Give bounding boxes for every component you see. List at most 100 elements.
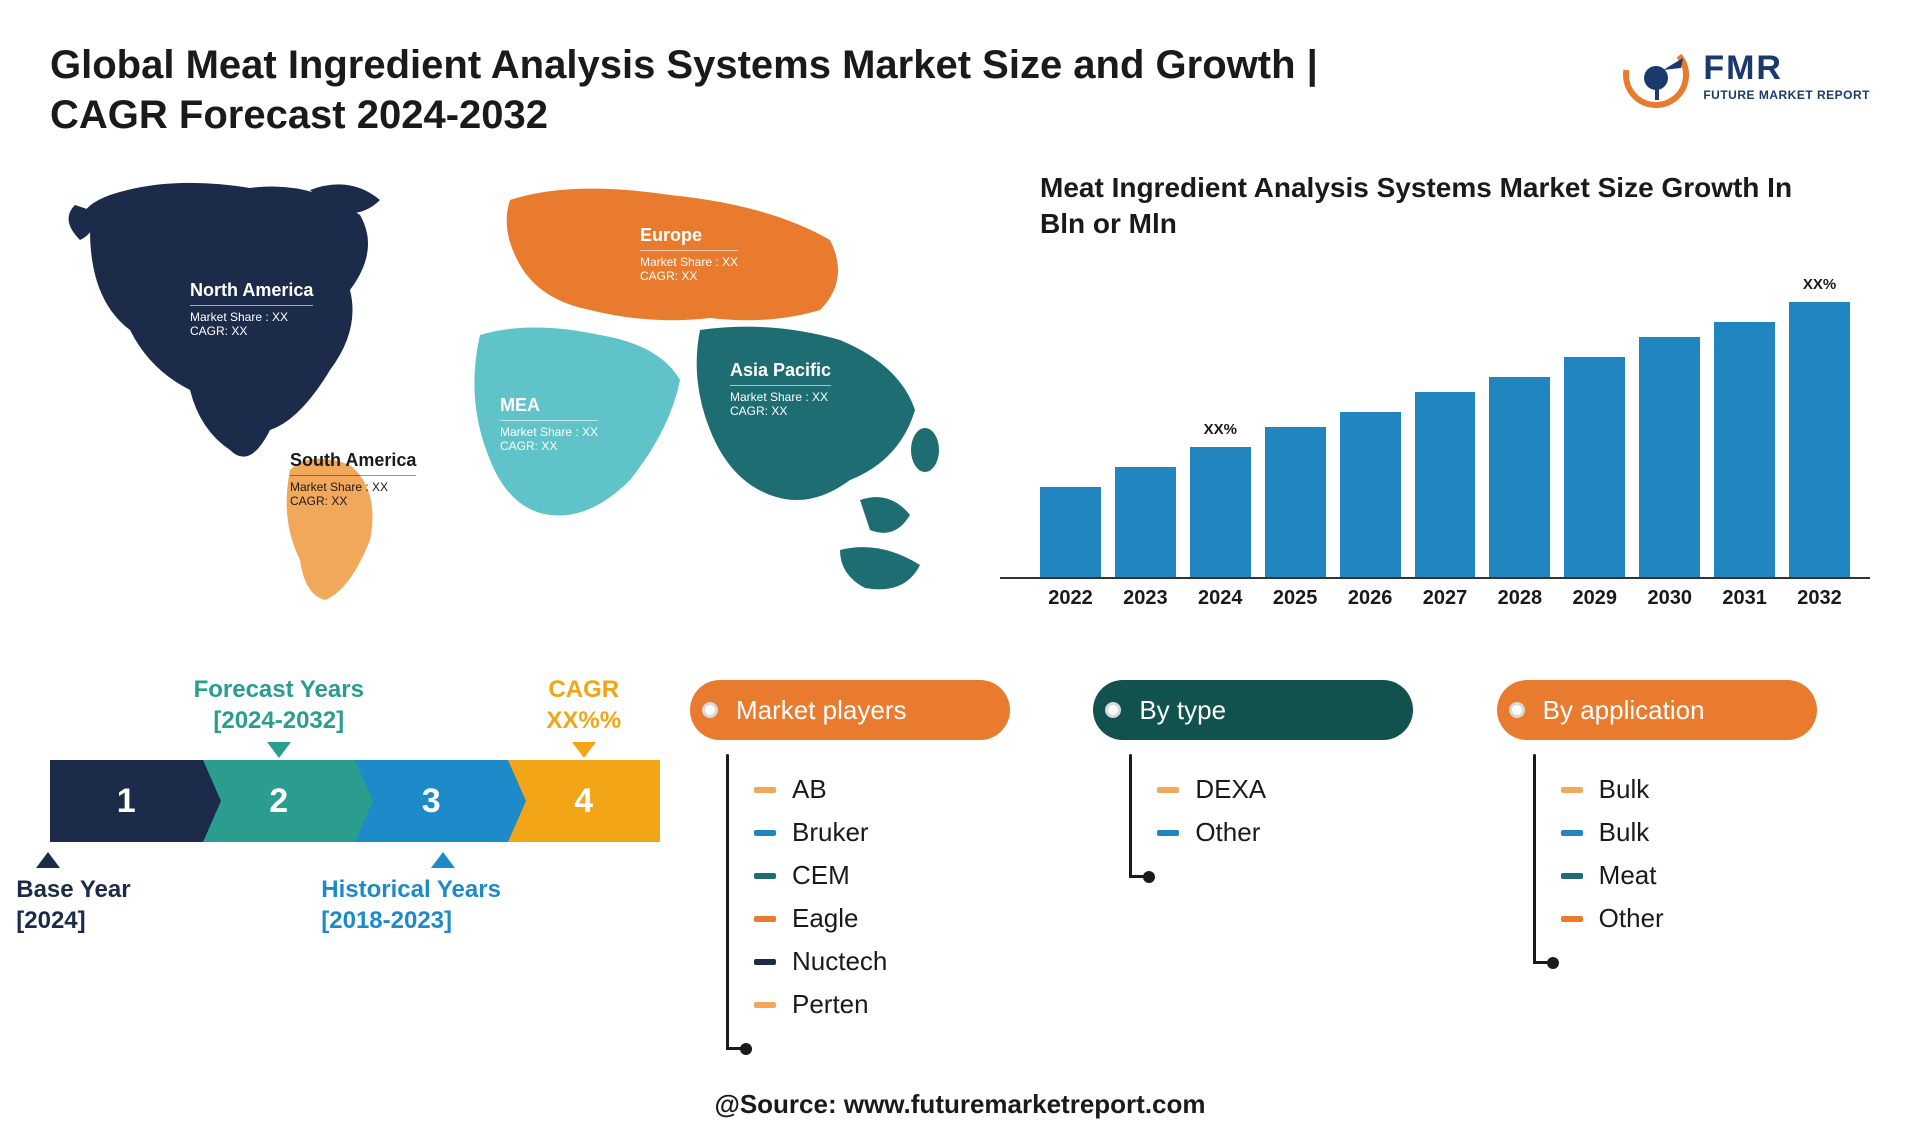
chart-bar-2023 <box>1115 467 1176 577</box>
item-label: AB <box>792 774 827 805</box>
timeline-anno-base: Base Year[2024] <box>16 852 236 936</box>
x-tick: 2026 <box>1340 587 1401 610</box>
logo-icon <box>1621 40 1691 110</box>
timeline-panel: 1234 Base Year[2024]Forecast Years[2024-… <box>50 680 660 842</box>
category-item: CEM <box>754 854 1063 897</box>
pill-dot-icon <box>1105 702 1121 718</box>
category-item: Bulk <box>1561 768 1870 811</box>
x-tick: 2030 <box>1639 587 1700 610</box>
category-item: Other <box>1157 811 1466 854</box>
swatch-icon <box>1561 830 1583 836</box>
logo-main: FMR <box>1703 49 1870 88</box>
pill-dot-icon <box>702 702 718 718</box>
swatch-icon <box>1157 830 1179 836</box>
bar <box>1265 427 1326 577</box>
item-label: Bulk <box>1599 774 1650 805</box>
page-title: Global Meat Ingredient Analysis Systems … <box>50 40 1350 140</box>
label-eu: Europe Market Share : XXCAGR: XX <box>640 225 738 283</box>
label-na: North America Market Share : XXCAGR: XX <box>190 280 313 338</box>
x-tick: 2031 <box>1714 587 1775 610</box>
item-label: DEXA <box>1195 774 1266 805</box>
item-label: Other <box>1599 903 1664 934</box>
swatch-icon <box>1561 873 1583 879</box>
x-tick: 2028 <box>1489 587 1550 610</box>
chart-bar-2029 <box>1564 357 1625 577</box>
x-tick: 2029 <box>1564 587 1625 610</box>
category-item: Bulk <box>1561 811 1870 854</box>
category-list: Bulk Bulk Meat Other <box>1533 754 1870 964</box>
category-pill: By type <box>1093 680 1413 740</box>
item-label: Eagle <box>792 903 859 934</box>
chart-bar-2025 <box>1265 427 1326 577</box>
bar-annotation: XX% <box>1803 276 1836 293</box>
chart-x-axis: 2022202320242025202620272028202920302031… <box>1000 579 1870 610</box>
category-pill: By application <box>1497 680 1817 740</box>
bar <box>1714 322 1775 577</box>
x-tick: 2032 <box>1789 587 1850 610</box>
category-list: DEXA Other <box>1129 754 1466 878</box>
swatch-icon <box>754 830 776 836</box>
bar: XX% <box>1789 302 1850 577</box>
bottom-row: 1234 Base Year[2024]Forecast Years[2024-… <box>50 680 1870 1050</box>
timeline-anno-forecast: Forecast Years[2024-2032] <box>189 674 369 758</box>
category-panel: Market players AB Bruker CEM Eagle Nuctech Per… <box>690 680 1063 1050</box>
item-label: Nuctech <box>792 946 887 977</box>
swatch-icon <box>754 916 776 922</box>
category-item: DEXA <box>1157 768 1466 811</box>
item-label: Perten <box>792 989 869 1020</box>
swatch-icon <box>754 1002 776 1008</box>
item-label: Bulk <box>1599 817 1650 848</box>
category-panel: By type DEXA Other <box>1093 680 1466 1050</box>
x-tick: 2025 <box>1265 587 1326 610</box>
bar <box>1340 412 1401 577</box>
swatch-icon <box>1561 787 1583 793</box>
bar <box>1040 487 1101 577</box>
category-title: By application <box>1543 695 1705 726</box>
chart-bar-2030 <box>1639 337 1700 577</box>
logo: FMR FUTURE MARKET REPORT <box>1621 40 1870 110</box>
chart-bar-2024: XX% <box>1190 447 1251 577</box>
category-item: Eagle <box>754 897 1063 940</box>
label-sa: South America Market Share : XXCAGR: XX <box>290 450 416 508</box>
category-item: Other <box>1561 897 1870 940</box>
bar <box>1564 357 1625 577</box>
bar-annotation: XX% <box>1204 421 1237 438</box>
bar <box>1115 467 1176 577</box>
chart-bar-2028 <box>1489 377 1550 577</box>
swatch-icon <box>754 787 776 793</box>
item-label: Meat <box>1599 860 1657 891</box>
source-footer: @Source: www.futuremarketreport.com <box>0 1089 1920 1120</box>
bar: XX% <box>1190 447 1251 577</box>
label-ap: Asia Pacific Market Share : XXCAGR: XX <box>730 360 831 418</box>
category-list: AB Bruker CEM Eagle Nuctech Perten <box>726 754 1063 1050</box>
swatch-icon <box>754 959 776 965</box>
logo-sub: FUTURE MARKET REPORT <box>1703 88 1870 102</box>
timeline-step-3: 3 <box>355 760 508 842</box>
bar <box>1489 377 1550 577</box>
label-mea: MEA Market Share : XXCAGR: XX <box>500 395 598 453</box>
category-item: Perten <box>754 983 1063 1026</box>
bar <box>1639 337 1700 577</box>
category-panels: Market players AB Bruker CEM Eagle Nuctech Per… <box>690 680 1870 1050</box>
timeline-anno-cagr: CAGRXX%% <box>494 674 674 758</box>
category-item: Nuctech <box>754 940 1063 983</box>
bar <box>1415 392 1476 577</box>
timeline-anno-historical: Historical Years[2018-2023] <box>321 852 541 936</box>
chart-bar-2031 <box>1714 322 1775 577</box>
category-item: AB <box>754 768 1063 811</box>
chart-plot-area: XX% XX% <box>1000 263 1870 579</box>
chart-title: Meat Ingredient Analysis Systems Market … <box>1040 170 1870 243</box>
logo-text: FMR FUTURE MARKET REPORT <box>1703 49 1870 102</box>
x-tick: 2023 <box>1115 587 1176 610</box>
timeline-step-1: 1 <box>50 760 203 842</box>
category-pill: Market players <box>690 680 1010 740</box>
x-tick: 2022 <box>1040 587 1101 610</box>
x-tick: 2024 <box>1190 587 1251 610</box>
chart-bar-2022 <box>1040 487 1101 577</box>
category-title: Market players <box>736 695 907 726</box>
chart-bar-2027 <box>1415 392 1476 577</box>
item-label: Bruker <box>792 817 869 848</box>
chart-bar-2026 <box>1340 412 1401 577</box>
swatch-icon <box>1561 916 1583 922</box>
category-item: Meat <box>1561 854 1870 897</box>
